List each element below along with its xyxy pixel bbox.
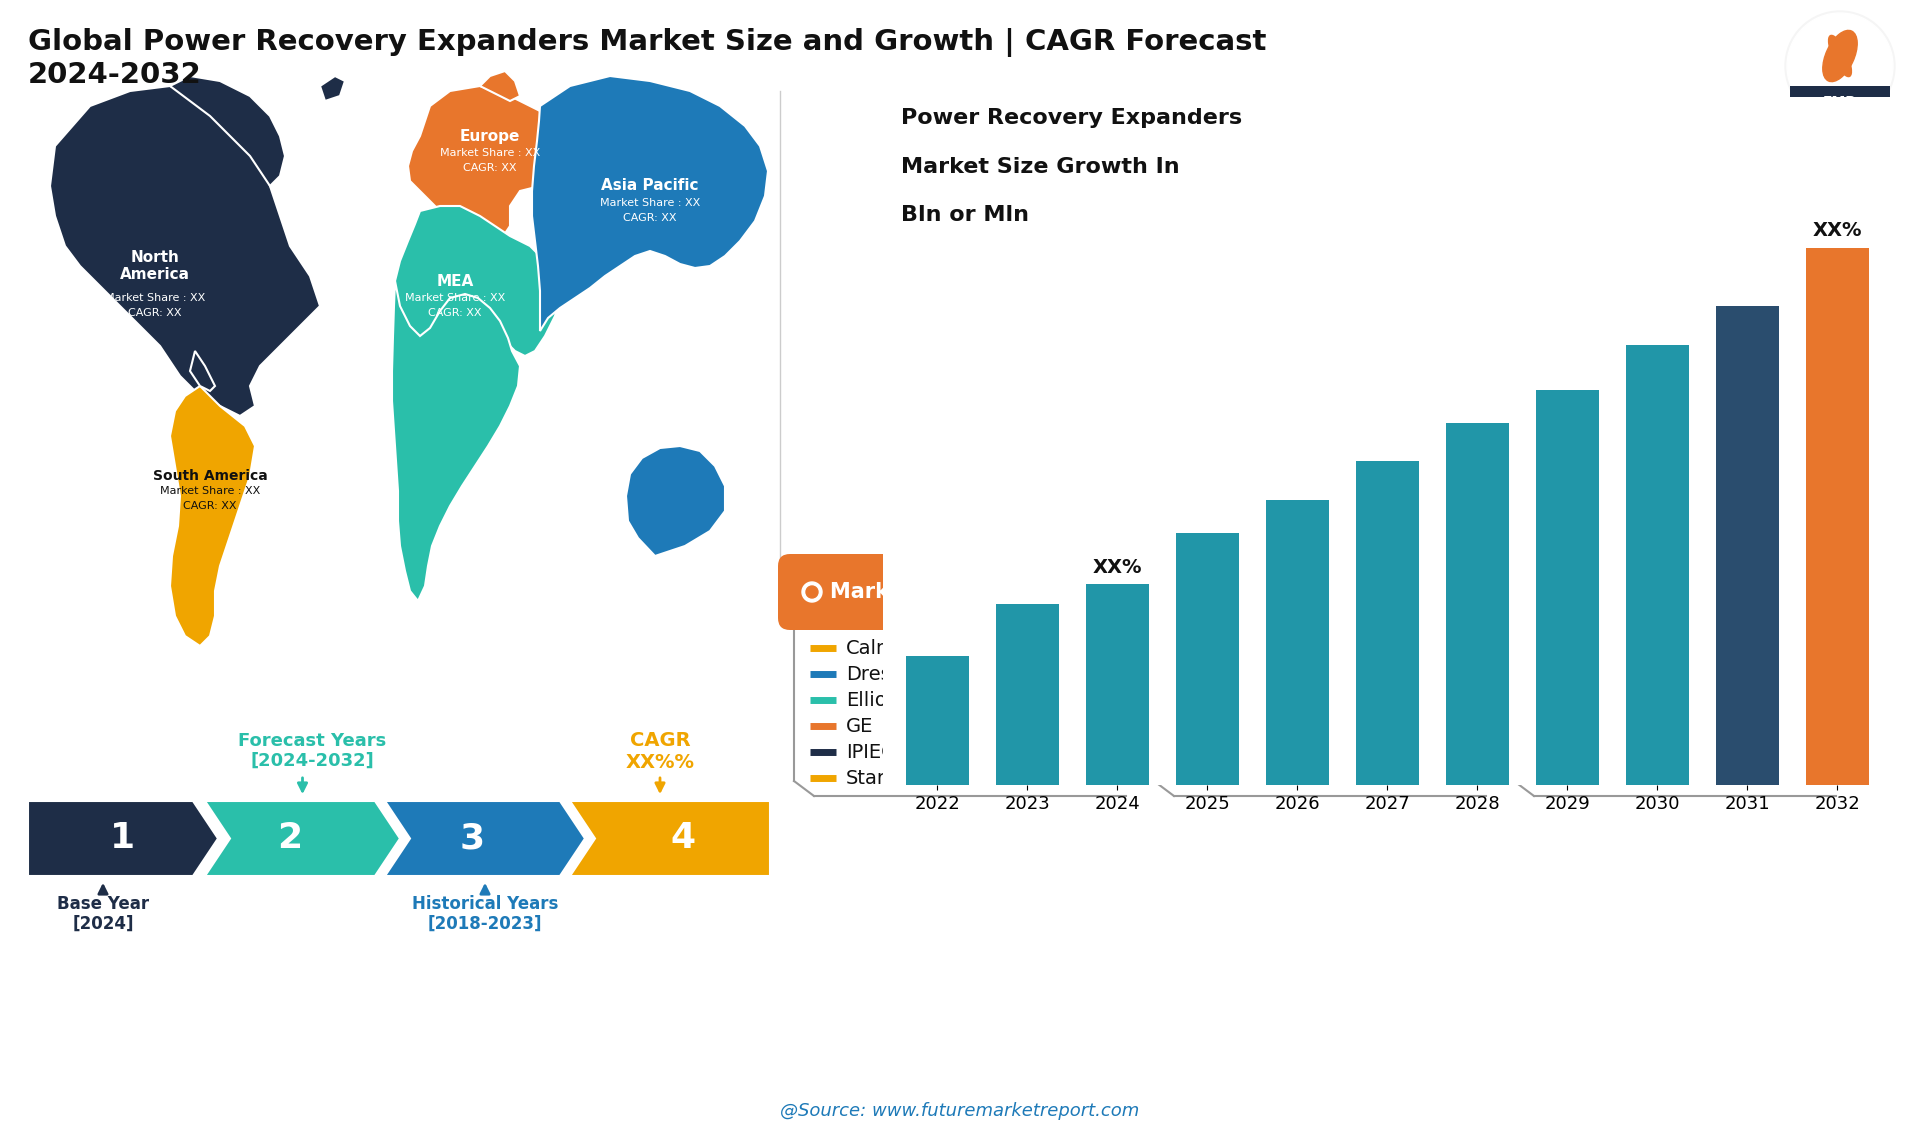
Bar xyxy=(1626,345,1690,785)
Text: 3: 3 xyxy=(461,822,486,856)
Polygon shape xyxy=(205,801,399,876)
Text: Asia Pacific: Asia Pacific xyxy=(601,179,699,194)
Text: [2024]: [2024] xyxy=(73,915,134,933)
Text: FCC: FCC xyxy=(1206,691,1244,709)
Circle shape xyxy=(1788,13,1893,119)
Text: CAGR: XX: CAGR: XX xyxy=(182,501,236,511)
Polygon shape xyxy=(396,206,561,356)
Text: Dresser-Rand: Dresser-Rand xyxy=(847,665,977,683)
Polygon shape xyxy=(570,801,770,876)
Polygon shape xyxy=(171,386,255,646)
Text: Power Recovery Expanders: Power Recovery Expanders xyxy=(900,108,1242,128)
Text: CAGR: XX: CAGR: XX xyxy=(428,308,482,317)
Bar xyxy=(1085,584,1148,785)
Circle shape xyxy=(1162,582,1183,602)
Text: IPIECA: IPIECA xyxy=(847,743,908,761)
Bar xyxy=(1356,462,1419,785)
Text: Refinery: Refinery xyxy=(1567,743,1647,761)
Bar xyxy=(1175,533,1238,785)
Text: North
America: North America xyxy=(119,250,190,282)
Bar xyxy=(1716,306,1778,785)
Text: Star: Star xyxy=(847,769,885,787)
Text: Calnetix: Calnetix xyxy=(847,638,925,658)
Polygon shape xyxy=(626,446,726,556)
Polygon shape xyxy=(29,801,219,876)
FancyBboxPatch shape xyxy=(1139,554,1501,630)
Bar xyxy=(996,604,1058,785)
Polygon shape xyxy=(321,76,346,101)
Text: Forecast Years: Forecast Years xyxy=(238,732,386,749)
Circle shape xyxy=(803,582,822,602)
Text: Market Size Growth In: Market Size Growth In xyxy=(900,157,1179,176)
Circle shape xyxy=(1523,582,1542,602)
Text: Base Year: Base Year xyxy=(58,895,150,913)
Text: CAGR: XX: CAGR: XX xyxy=(624,213,676,223)
Text: Bln or Mln: Bln or Mln xyxy=(900,205,1029,225)
Text: [2024-2032]: [2024-2032] xyxy=(252,752,374,770)
Polygon shape xyxy=(407,86,564,256)
FancyBboxPatch shape xyxy=(778,554,1142,630)
Polygon shape xyxy=(392,281,520,601)
Text: @Source: www.futuremarketreport.com: @Source: www.futuremarketreport.com xyxy=(780,1102,1140,1120)
Text: Market Share : XX: Market Share : XX xyxy=(405,293,505,303)
Text: 2: 2 xyxy=(276,822,303,856)
Text: Europe: Europe xyxy=(459,128,520,143)
Text: FUTURE MARKET REPORT: FUTURE MARKET REPORT xyxy=(1791,110,1887,118)
Text: CAGR: XX: CAGR: XX xyxy=(463,163,516,173)
Bar xyxy=(1265,501,1329,785)
Text: Market Share : XX: Market Share : XX xyxy=(599,198,701,209)
Text: Compressed: Compressed xyxy=(1206,638,1327,658)
Text: CAGR: XX: CAGR: XX xyxy=(129,308,182,317)
Text: Market Share : XX: Market Share : XX xyxy=(106,293,205,303)
Text: Market players: Market players xyxy=(829,582,1006,602)
Text: Market Share : XX: Market Share : XX xyxy=(440,148,540,158)
Polygon shape xyxy=(50,86,321,416)
Polygon shape xyxy=(190,351,215,391)
Bar xyxy=(1805,248,1868,785)
Polygon shape xyxy=(171,76,284,186)
Text: XX%%: XX%% xyxy=(626,754,695,772)
Bar xyxy=(1536,390,1599,785)
Polygon shape xyxy=(532,76,768,331)
Circle shape xyxy=(806,586,818,598)
Text: XX%: XX% xyxy=(1812,221,1862,240)
FancyBboxPatch shape xyxy=(1789,86,1889,116)
Text: CAGR: CAGR xyxy=(630,731,691,751)
Circle shape xyxy=(1786,11,1895,121)
Text: [2018-2023]: [2018-2023] xyxy=(428,915,541,933)
Text: Others: Others xyxy=(1567,691,1632,709)
Text: MEA: MEA xyxy=(436,274,474,289)
Text: Oil: Oil xyxy=(1567,638,1592,658)
Text: Market Share : XX: Market Share : XX xyxy=(159,486,259,496)
FancyBboxPatch shape xyxy=(1498,554,1853,630)
Text: By application: By application xyxy=(1549,582,1718,602)
Text: Historical Years: Historical Years xyxy=(411,895,559,913)
Text: FMR: FMR xyxy=(1822,95,1857,109)
Text: By type: By type xyxy=(1190,582,1279,602)
Circle shape xyxy=(1526,586,1538,598)
Bar xyxy=(1446,423,1509,785)
Ellipse shape xyxy=(1822,31,1857,81)
Text: 4: 4 xyxy=(670,822,695,856)
Text: Global Power Recovery Expanders Market Size and Growth | CAGR Forecast: Global Power Recovery Expanders Market S… xyxy=(29,28,1267,57)
Text: 2024-2032: 2024-2032 xyxy=(29,61,202,89)
Polygon shape xyxy=(480,71,520,101)
Circle shape xyxy=(1165,586,1179,598)
Bar xyxy=(906,656,970,785)
Text: South America: South America xyxy=(152,469,267,482)
Text: 1: 1 xyxy=(111,822,136,856)
Text: Elliott: Elliott xyxy=(847,691,902,709)
Text: XX%: XX% xyxy=(1092,558,1142,576)
Ellipse shape xyxy=(1828,36,1851,77)
Polygon shape xyxy=(386,801,586,876)
Text: GE: GE xyxy=(847,716,874,736)
Text: Others: Others xyxy=(1206,743,1271,761)
